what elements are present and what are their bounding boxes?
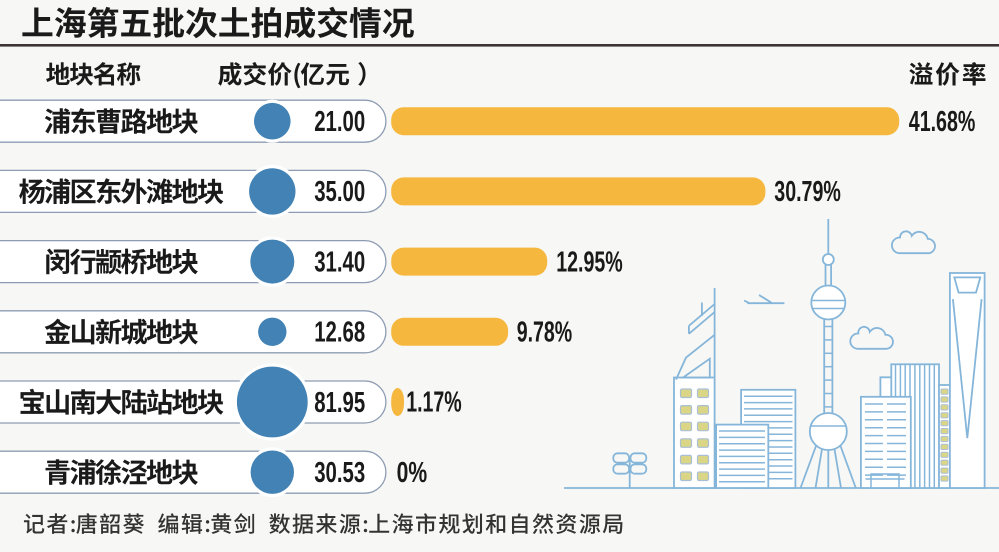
svg-text:1.17%: 1.17% [406, 387, 462, 419]
svg-text:81.95: 81.95 [314, 387, 365, 419]
svg-text:9.78%: 9.78% [517, 317, 573, 349]
svg-text:31.40: 31.40 [314, 246, 365, 278]
svg-text:41.68%: 41.68% [909, 106, 976, 138]
svg-text:0%: 0% [397, 457, 428, 489]
svg-text:35.00: 35.00 [314, 176, 365, 208]
svg-text:30.53: 30.53 [314, 457, 365, 489]
svg-text:21.00: 21.00 [314, 106, 365, 138]
svg-text:30.79%: 30.79% [774, 176, 841, 208]
svg-text:12.95%: 12.95% [556, 246, 623, 278]
svg-text:12.68: 12.68 [314, 317, 365, 349]
